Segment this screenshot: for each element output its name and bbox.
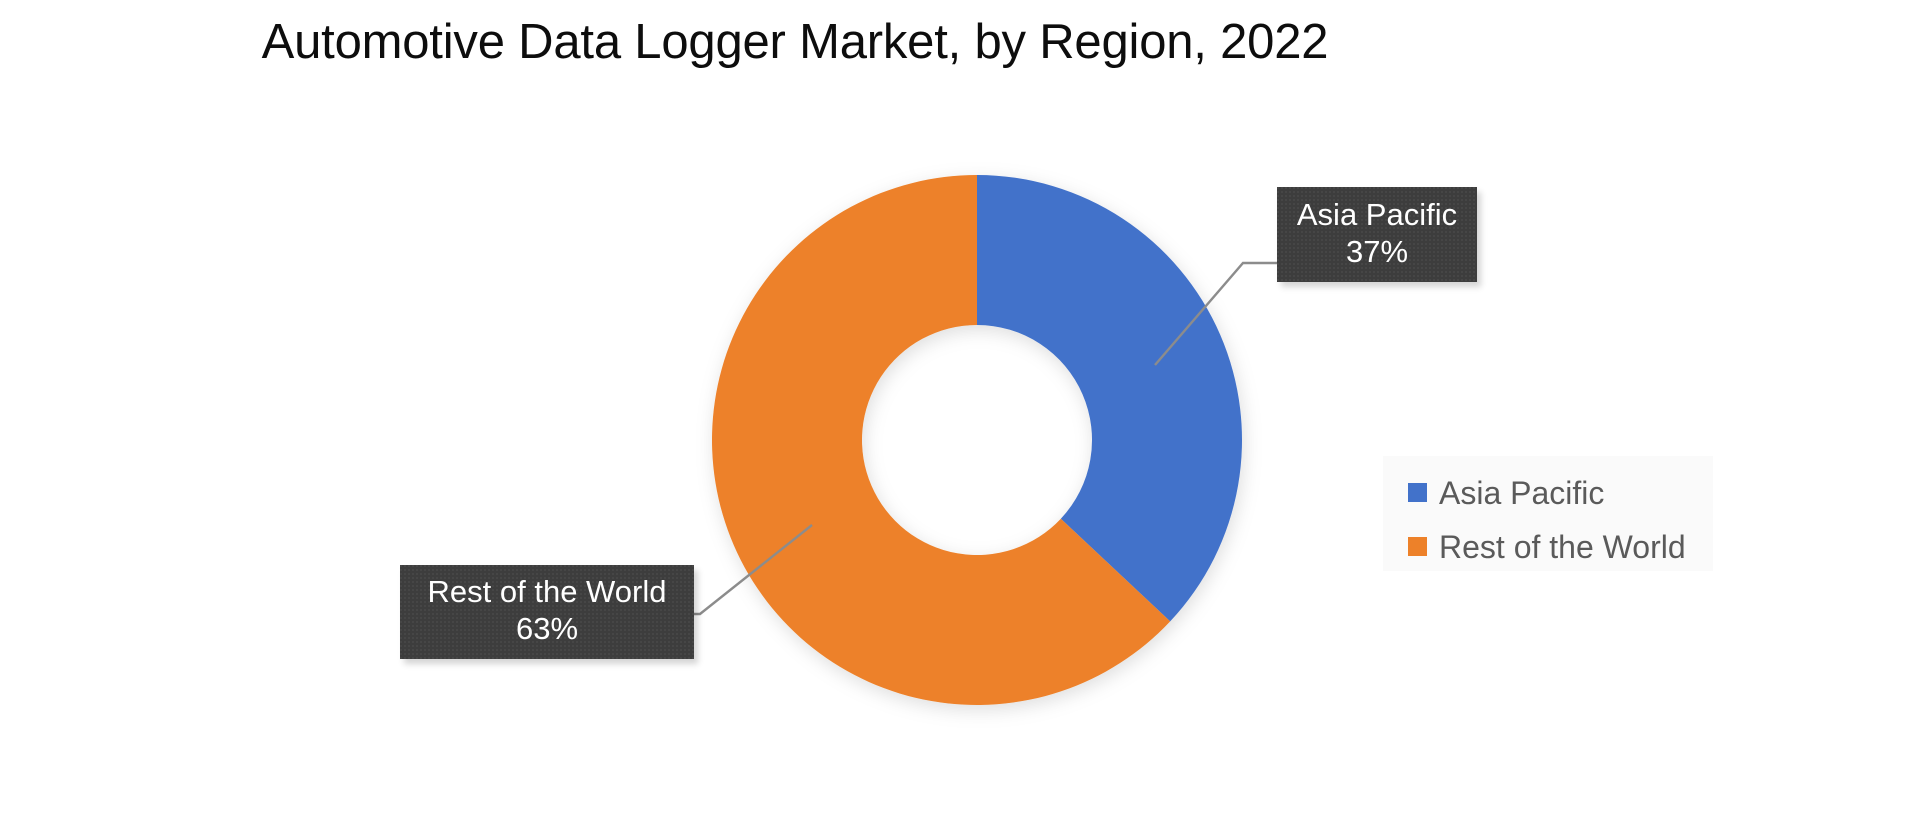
legend-item-asia-pacific[interactable]: Asia Pacific	[1408, 472, 1713, 513]
chart-legend: Asia Pacific Rest of the World	[1383, 456, 1713, 571]
leader-line-rest-of-the-world	[694, 524, 813, 616]
callout-rest-of-the-world: Rest of the World 63%	[400, 565, 694, 660]
chart-title: Automotive Data Logger Market, by Region…	[261, 15, 1329, 69]
callout-rest-of-the-world-value: 63%	[515, 610, 579, 646]
legend-item-rest-of-the-world[interactable]: Rest of the World	[1408, 526, 1713, 567]
legend-swatch-icon-rest-of-the-world	[1408, 537, 1427, 556]
leader-line-asia-pacific	[1154, 261, 1282, 366]
callout-asia-pacific-value: 37%	[1345, 233, 1409, 269]
pie-slice-asia-pacific[interactable]	[977, 175, 1242, 622]
callout-asia-pacific-label: Asia Pacific	[1296, 197, 1458, 232]
legend-label-rest-of-the-world: Rest of the World	[1439, 528, 1686, 565]
callout-rest-of-the-world-label: Rest of the World	[427, 574, 667, 609]
callout-asia-pacific: Asia Pacific 37%	[1277, 187, 1477, 283]
donut-slices	[711, 175, 1242, 705]
pie-slice-rest-of-the-world[interactable]	[711, 175, 1171, 705]
legend-swatch-icon-asia-pacific	[1408, 483, 1427, 502]
legend-label-asia-pacific: Asia Pacific	[1439, 474, 1605, 511]
